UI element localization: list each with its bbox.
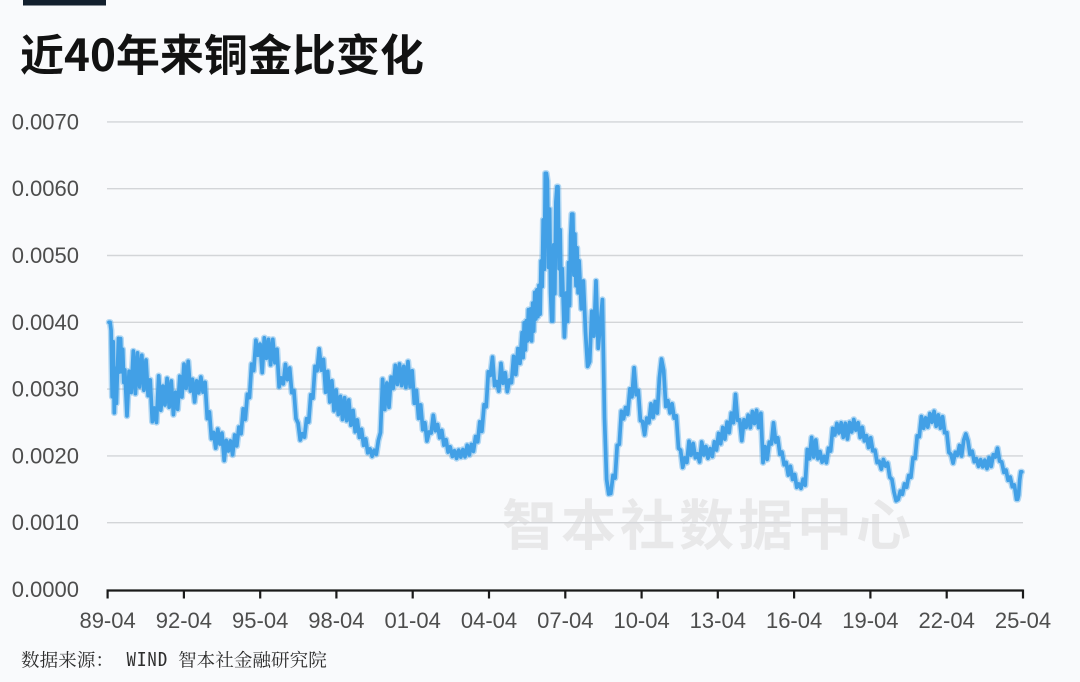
svg-text:22-04: 22-04 xyxy=(919,608,975,633)
svg-text:04-04: 04-04 xyxy=(461,608,517,633)
svg-text:89-04: 89-04 xyxy=(79,608,135,633)
svg-text:0.0060: 0.0060 xyxy=(12,176,79,201)
svg-text:92-04: 92-04 xyxy=(156,608,212,633)
svg-text:0.0050: 0.0050 xyxy=(12,243,79,268)
svg-text:19-04: 19-04 xyxy=(842,608,898,633)
svg-text:13-04: 13-04 xyxy=(690,608,746,633)
svg-text:01-04: 01-04 xyxy=(385,608,441,633)
svg-text:10-04: 10-04 xyxy=(613,608,669,633)
svg-text:16-04: 16-04 xyxy=(766,608,822,633)
svg-text:0.0000: 0.0000 xyxy=(12,577,79,602)
svg-text:07-04: 07-04 xyxy=(537,608,593,633)
svg-text:0.0020: 0.0020 xyxy=(12,443,79,468)
svg-text:0.0010: 0.0010 xyxy=(12,510,79,535)
svg-text:0.0070: 0.0070 xyxy=(12,109,79,134)
svg-text:0.0030: 0.0030 xyxy=(12,377,79,402)
svg-text:95-04: 95-04 xyxy=(232,608,288,633)
svg-text:25-04: 25-04 xyxy=(995,608,1051,633)
svg-text:0.0040: 0.0040 xyxy=(12,310,79,335)
svg-text:98-04: 98-04 xyxy=(308,608,364,633)
